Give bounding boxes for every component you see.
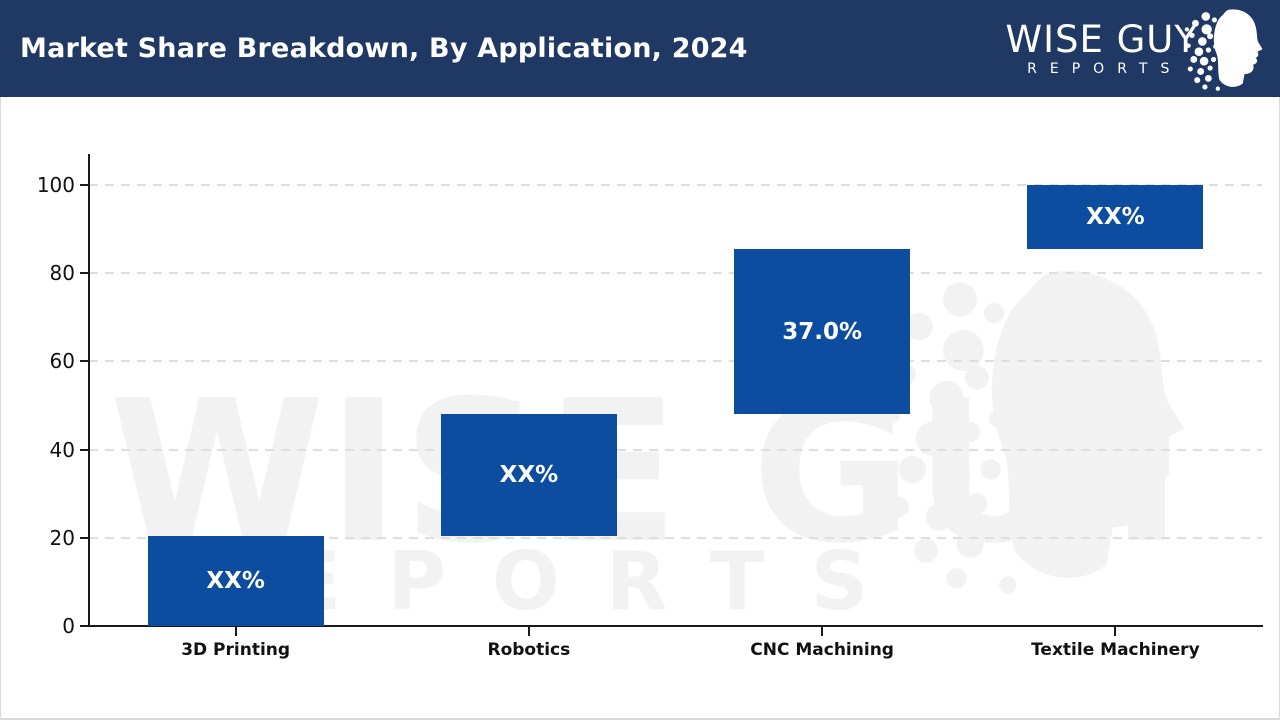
y-gridline xyxy=(89,360,1262,363)
x-category-label: CNC Machining xyxy=(750,640,894,660)
y-gridline xyxy=(89,448,1262,451)
y-tick-label: 40 xyxy=(49,437,75,462)
bar-segment: 37.0% xyxy=(734,248,911,415)
y-tick-mark xyxy=(80,360,89,363)
bar-segment: XX% xyxy=(1027,185,1204,249)
x-tick-mark xyxy=(527,627,530,636)
y-tick-mark xyxy=(80,536,89,539)
y-axis-line xyxy=(88,154,90,627)
x-category-label: Robotics xyxy=(487,640,571,660)
bar-value-label: XX% xyxy=(1086,203,1145,230)
y-tick-mark xyxy=(80,272,89,275)
brand-subtitle: REPORTS xyxy=(1027,61,1183,77)
x-category-label: Textile Machinery xyxy=(1031,640,1200,660)
bar-segment: XX% xyxy=(440,414,617,536)
y-gridline xyxy=(89,272,1262,275)
y-tick-label: 20 xyxy=(49,525,75,550)
bar-value-label: XX% xyxy=(206,567,265,594)
y-tick-label: 100 xyxy=(36,173,75,197)
y-tick-label: 80 xyxy=(49,261,75,286)
x-category-label: 3D Printing xyxy=(181,640,291,660)
y-gridline xyxy=(89,536,1262,539)
y-tick-label: 60 xyxy=(49,349,75,374)
x-tick-mark xyxy=(1114,627,1117,636)
y-tick-mark xyxy=(80,448,89,451)
brand-logo: WISE GUY REPORTS xyxy=(1006,5,1280,93)
bar-value-label: XX% xyxy=(499,461,559,488)
x-tick-mark xyxy=(234,627,237,636)
header-bar: Market Share Breakdown, By Application, … xyxy=(0,0,1280,97)
y-tick-label: 0 xyxy=(62,614,75,638)
brand-name: WISE GUY xyxy=(1005,18,1198,61)
brand-head-icon xyxy=(1180,7,1266,93)
x-tick-mark xyxy=(821,627,824,636)
y-gridline xyxy=(89,184,1262,186)
y-tick-mark xyxy=(80,184,89,186)
brand-logo-text: WISE GUY REPORTS xyxy=(1006,21,1198,76)
watermark-subtext: REPORTS xyxy=(179,535,915,628)
bar-value-label: 37.0% xyxy=(782,318,863,345)
y-tick-mark xyxy=(80,625,89,627)
chart-title: Market Share Breakdown, By Application, … xyxy=(20,33,748,64)
bar-segment: XX% xyxy=(147,535,324,626)
x-axis-line xyxy=(88,625,1263,627)
